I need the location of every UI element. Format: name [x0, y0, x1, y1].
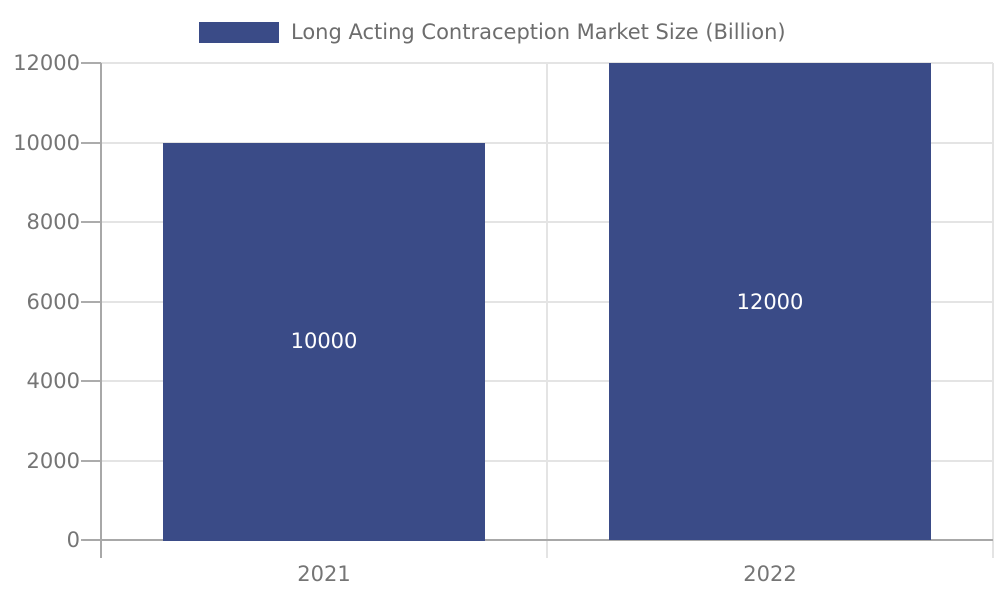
gridline-vertical	[546, 63, 548, 558]
y-tick-label: 12000	[13, 51, 80, 75]
bar-value-label: 10000	[290, 329, 358, 353]
y-axis-tick	[81, 142, 101, 144]
gridline-vertical	[992, 63, 994, 558]
y-axis-tick	[81, 460, 101, 462]
y-axis-tick	[81, 62, 101, 64]
bar-value-label: 12000	[736, 290, 804, 314]
y-axis-line	[100, 63, 102, 558]
legend-item[interactable]: Long Acting Contraception Market Size (B…	[199, 17, 786, 47]
y-axis-tick	[81, 221, 101, 223]
y-tick-label: 10000	[13, 131, 80, 155]
bar-2021[interactable]	[163, 143, 485, 541]
legend-label: Long Acting Contraception Market Size (B…	[291, 20, 786, 44]
legend-swatch-icon	[199, 21, 279, 43]
y-axis-tick	[81, 380, 101, 382]
y-tick-label: 8000	[26, 210, 80, 234]
bar-2022[interactable]	[609, 63, 931, 540]
x-tick-label: 2022	[743, 562, 797, 586]
y-tick-label: 6000	[26, 290, 80, 314]
x-tick-label: 2021	[297, 562, 351, 586]
y-axis-tick	[81, 301, 101, 303]
y-tick-label: 4000	[26, 369, 80, 393]
y-tick-label: 0	[66, 528, 80, 552]
x-axis-line	[83, 539, 993, 541]
y-tick-label: 2000	[26, 449, 80, 473]
